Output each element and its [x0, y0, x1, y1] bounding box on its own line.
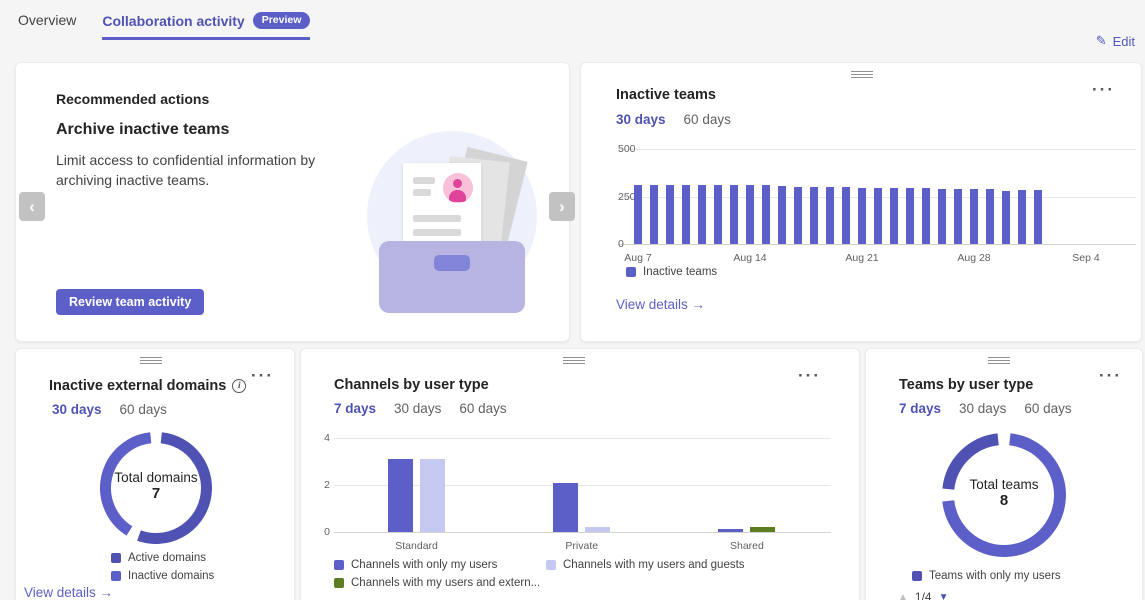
- carousel-previous-button[interactable]: ‹: [19, 192, 45, 221]
- donut-center-label: Total teams 8: [944, 477, 1064, 509]
- legend-item: Inactive domains: [111, 570, 214, 582]
- page-tabs: Overview Collaboration activity Preview: [18, 12, 311, 40]
- legend-label: Teams with only my users: [929, 570, 1061, 582]
- card-title: Inactive external domains i: [49, 378, 247, 394]
- period-7-days[interactable]: 7 days: [899, 401, 942, 416]
- domains-donut-chart: [100, 432, 212, 549]
- period-toggle: 30 days 60 days: [616, 112, 731, 127]
- legend-swatch: [334, 560, 344, 570]
- legend-item: Inactive teams: [626, 266, 717, 278]
- carousel-next-button[interactable]: ›: [549, 192, 575, 221]
- inactive-teams-card: ··· Inactive teams 30 days 60 days 0 250 5…: [580, 62, 1142, 342]
- inactive-teams-bar-chart: 0 250 500 Aug 7 Aug 14 Aug 21 Aug 28 Sep 4: [618, 143, 1136, 279]
- legend-item: Active domains: [111, 552, 214, 564]
- legend-label: Active domains: [128, 552, 206, 564]
- view-details-link[interactable]: View details →: [24, 585, 114, 600]
- donut-center-label: Total domains 7: [96, 470, 216, 502]
- tab-collaboration-label: Collaboration activity: [102, 12, 245, 29]
- info-icon[interactable]: i: [232, 379, 247, 393]
- period-60-days[interactable]: 60 days: [1024, 401, 1072, 416]
- recommended-actions-heading: Recommended actions: [56, 91, 210, 107]
- channels-by-user-type-card: ··· Channels by user type 7 days 30 days…: [300, 348, 860, 600]
- recommended-actions-card: Recommended actions Archive inactive tea…: [15, 62, 575, 342]
- view-details-link[interactable]: View details →: [616, 297, 706, 312]
- inactive-external-domains-card: ··· Inactive external domains i 30 days …: [15, 348, 295, 600]
- period-toggle: 30 days 60 days: [52, 402, 167, 417]
- period-30-days[interactable]: 30 days: [616, 112, 666, 127]
- recommendation-title: Archive inactive teams: [56, 121, 230, 138]
- legend-label: Channels with my users and guests: [563, 559, 745, 571]
- card-title: Channels by user type: [334, 377, 489, 393]
- drag-handle-icon[interactable]: [988, 357, 1010, 364]
- legend-label: Inactive domains: [128, 570, 215, 582]
- legend-item: Channels with my users and guests: [546, 559, 745, 571]
- legend-label: Channels with only my users: [351, 559, 498, 571]
- chevron-right-icon: ›: [559, 196, 565, 216]
- preview-badge: Preview: [252, 12, 311, 29]
- total-teams-label: Total teams: [969, 477, 1039, 492]
- card-title: Inactive teams: [616, 87, 716, 103]
- period-toggle: 7 days 30 days 60 days: [334, 401, 507, 416]
- pager-page-indicator: 1/4: [914, 590, 932, 600]
- period-60-days[interactable]: 60 days: [459, 401, 507, 416]
- tab-overview-label: Overview: [18, 12, 77, 28]
- legend-pager: ▲ 1/4 ▼: [898, 590, 949, 600]
- legend: Active domains Inactive domains: [111, 552, 214, 582]
- legend-swatch: [111, 571, 121, 581]
- period-30-days[interactable]: 30 days: [394, 401, 442, 416]
- review-team-activity-button[interactable]: Review team activity: [56, 289, 205, 315]
- more-options-button[interactable]: ···: [1099, 366, 1122, 385]
- period-toggle: 7 days 30 days 60 days: [899, 401, 1072, 416]
- pencil-icon: ✎: [1095, 33, 1107, 48]
- recommendation-description: Limit access to confidential information…: [56, 152, 316, 188]
- total-domains-label: Total domains: [114, 470, 198, 485]
- period-60-days[interactable]: 60 days: [119, 402, 167, 417]
- drag-handle-icon[interactable]: [851, 71, 873, 78]
- legend-swatch: [626, 267, 636, 277]
- card-title: Teams by user type: [899, 377, 1034, 393]
- legend-item: Channels with only my users: [334, 559, 497, 571]
- legend-item: Teams with only my users: [912, 570, 1061, 582]
- avatar: [443, 173, 473, 203]
- edit-label: Edit: [1112, 33, 1135, 49]
- archive-drawer-graphic: [379, 241, 525, 313]
- drag-handle-icon[interactable]: [563, 357, 585, 364]
- period-7-days[interactable]: 7 days: [334, 401, 377, 416]
- legend-swatch: [912, 571, 922, 581]
- teams-by-user-type-card: ··· Teams by user type 7 days 30 days 60…: [865, 348, 1143, 600]
- legend-label: Channels with my users and extern...: [351, 577, 541, 589]
- chevron-left-icon: ‹: [29, 196, 35, 216]
- edit-button[interactable]: ✎ Edit: [1096, 33, 1135, 49]
- period-60-days[interactable]: 60 days: [683, 112, 731, 127]
- card-title-text: Inactive external domains: [49, 378, 227, 394]
- tab-collaboration-activity[interactable]: Collaboration activity Preview: [102, 12, 311, 40]
- more-options-button[interactable]: ···: [798, 366, 821, 385]
- tab-overview[interactable]: Overview: [18, 12, 76, 36]
- pager-up-icon[interactable]: ▲: [898, 591, 908, 600]
- archive-illustration: [367, 131, 537, 313]
- channels-bar-chart: 0 2 4 Standard Private Shared: [324, 432, 831, 573]
- legend-item: Channels with my users and extern...: [334, 577, 540, 589]
- legend-label: Inactive teams: [643, 266, 718, 278]
- period-30-days[interactable]: 30 days: [52, 402, 102, 417]
- legend-swatch: [111, 553, 121, 563]
- pager-down-icon[interactable]: ▼: [938, 591, 949, 600]
- more-options-button[interactable]: ···: [251, 366, 274, 385]
- more-options-button[interactable]: ···: [1092, 80, 1115, 99]
- teams-donut-chart: [942, 433, 1066, 562]
- drag-handle-icon[interactable]: [140, 357, 162, 364]
- legend-swatch: [334, 578, 344, 588]
- period-30-days[interactable]: 30 days: [959, 401, 1007, 416]
- total-domains-value: 7: [151, 485, 161, 502]
- legend-swatch: [546, 560, 556, 570]
- total-teams-value: 8: [999, 492, 1009, 509]
